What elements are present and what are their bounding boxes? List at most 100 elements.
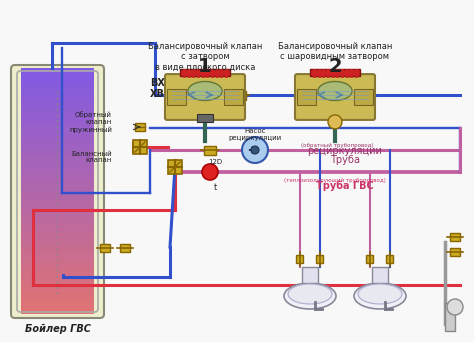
Bar [302, 267, 318, 283]
Bar [21, 113, 94, 118]
Bar [297, 89, 316, 105]
Bar [21, 137, 94, 143]
Bar [21, 199, 94, 204]
Bar [224, 89, 243, 105]
Bar [317, 255, 323, 263]
Ellipse shape [318, 81, 352, 101]
Bar [21, 72, 94, 77]
Bar [297, 255, 303, 263]
Bar [386, 255, 393, 263]
Text: Труба ГВС: Труба ГВС [316, 181, 374, 191]
Ellipse shape [284, 283, 336, 309]
Circle shape [251, 146, 259, 154]
Text: Труба: Труба [330, 155, 360, 165]
Bar [21, 301, 94, 306]
Bar [21, 129, 94, 134]
Bar [21, 244, 94, 249]
Bar [310, 68, 360, 76]
Text: Балансировочный клапан
с затвором
в виде плоского диска: Балансировочный клапан с затвором в виде… [148, 42, 262, 72]
FancyBboxPatch shape [295, 74, 375, 120]
Bar [21, 96, 94, 102]
Circle shape [202, 164, 218, 180]
Bar [21, 272, 94, 277]
Text: 1: 1 [198, 57, 212, 76]
Text: Бойлер ГВС: Бойлер ГВС [25, 324, 91, 334]
Bar [21, 170, 94, 175]
Circle shape [328, 115, 342, 129]
Bar [21, 280, 94, 286]
Bar [21, 150, 94, 155]
Text: 12D: 12D [208, 159, 222, 165]
Bar [21, 80, 94, 86]
Bar [21, 186, 94, 192]
Bar [21, 92, 94, 97]
Bar [450, 248, 460, 256]
Bar [21, 203, 94, 208]
Bar [21, 89, 94, 93]
Bar [21, 195, 94, 200]
Circle shape [242, 137, 268, 163]
Text: t: t [213, 183, 217, 192]
Bar [21, 285, 94, 289]
Bar [21, 142, 94, 147]
Bar [21, 207, 94, 212]
Bar [372, 267, 388, 283]
Bar [21, 190, 94, 196]
Bar [21, 109, 94, 114]
Bar [21, 260, 94, 265]
Bar [21, 101, 94, 106]
Bar [21, 293, 94, 298]
Bar [204, 145, 216, 155]
Circle shape [447, 299, 463, 315]
Ellipse shape [288, 284, 332, 304]
Bar [21, 276, 94, 281]
Bar [450, 233, 460, 241]
Bar [234, 91, 246, 100]
FancyBboxPatch shape [165, 74, 245, 120]
Bar [21, 239, 94, 245]
Bar [21, 154, 94, 159]
Bar [445, 303, 455, 331]
Bar [21, 146, 94, 151]
Bar [167, 89, 186, 105]
Bar [168, 160, 182, 174]
Bar [180, 68, 230, 76]
Bar [21, 174, 94, 179]
Bar [21, 223, 94, 228]
Bar [354, 89, 373, 105]
Bar [197, 114, 213, 122]
Text: (теплоизолирующий трубопровод): (теплоизолирующий трубопровод) [284, 178, 386, 183]
Bar [21, 68, 94, 73]
Bar [21, 256, 94, 261]
Bar [21, 84, 94, 89]
Bar [135, 123, 145, 131]
Text: Балансный
клапан: Балансный клапан [72, 150, 112, 163]
Bar [21, 264, 94, 269]
Bar [21, 158, 94, 163]
Text: 2: 2 [328, 57, 342, 76]
Bar [21, 309, 94, 314]
Text: (обратный трубопровод): (обратный трубопровод) [301, 143, 374, 148]
FancyBboxPatch shape [11, 65, 104, 318]
Bar [21, 252, 94, 257]
Bar [21, 105, 94, 110]
Bar [21, 215, 94, 220]
Bar [21, 289, 94, 293]
Bar [21, 268, 94, 273]
Ellipse shape [188, 81, 222, 101]
Bar [21, 227, 94, 232]
Bar [21, 219, 94, 224]
Bar [21, 235, 94, 240]
Text: Насос
рециркуляции: Насос рециркуляции [228, 128, 282, 141]
Bar [100, 244, 110, 252]
Bar [21, 117, 94, 122]
Text: ВХОД
ХВС: ВХОД ХВС [150, 77, 182, 98]
Bar [21, 248, 94, 253]
Text: Обратный
клапан
пружинный: Обратный клапан пружинный [69, 111, 112, 133]
Bar [366, 255, 374, 263]
Bar [21, 162, 94, 167]
Bar [21, 125, 94, 130]
Bar [21, 121, 94, 126]
Ellipse shape [358, 284, 402, 304]
Bar [21, 178, 94, 183]
